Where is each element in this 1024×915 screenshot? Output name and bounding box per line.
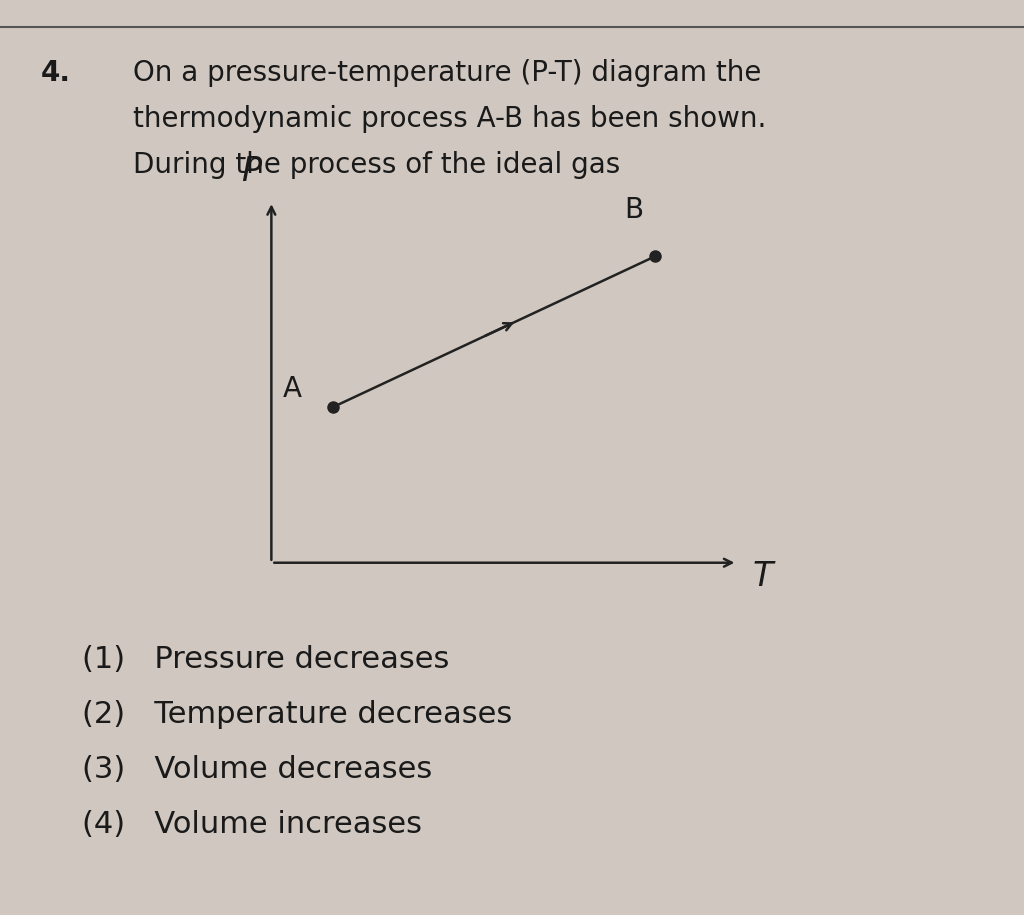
Text: T: T <box>753 560 773 593</box>
Text: thermodynamic process A-B has been shown.: thermodynamic process A-B has been shown… <box>133 105 767 134</box>
Text: 4.: 4. <box>41 59 71 88</box>
Text: B: B <box>624 196 643 224</box>
Text: On a pressure-temperature (P-T) diagram the: On a pressure-temperature (P-T) diagram … <box>133 59 762 88</box>
Text: (3)   Volume decreases: (3) Volume decreases <box>82 755 432 784</box>
Text: (2)   Temperature decreases: (2) Temperature decreases <box>82 700 512 729</box>
Text: (1)   Pressure decreases: (1) Pressure decreases <box>82 645 450 674</box>
Text: (4)   Volume increases: (4) Volume increases <box>82 810 422 839</box>
Text: During the process of the ideal gas: During the process of the ideal gas <box>133 151 621 179</box>
Text: P: P <box>241 155 261 188</box>
Text: A: A <box>283 375 302 403</box>
